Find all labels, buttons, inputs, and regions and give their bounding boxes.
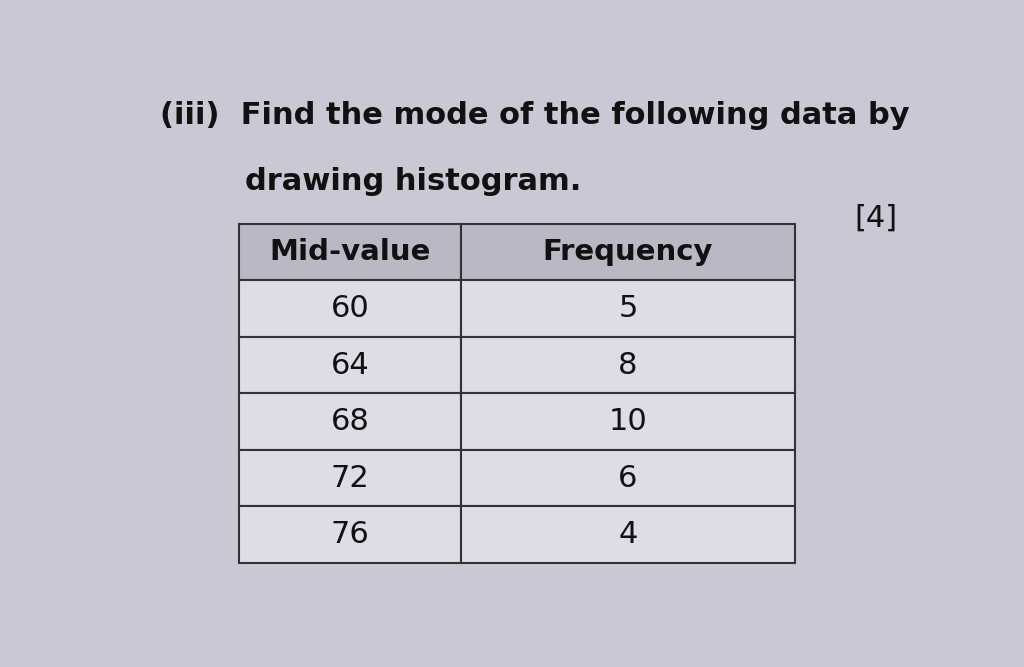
- Bar: [461, 394, 795, 450]
- Text: 5: 5: [618, 294, 638, 323]
- Text: drawing histogram.: drawing histogram.: [160, 167, 581, 196]
- Text: 64: 64: [331, 351, 370, 380]
- Bar: [461, 506, 795, 563]
- Text: (iii)  Find the mode of the following data by: (iii) Find the mode of the following dat…: [160, 101, 909, 129]
- Bar: [240, 506, 461, 563]
- Bar: [461, 337, 795, 394]
- Bar: [461, 280, 795, 337]
- Bar: [461, 224, 795, 280]
- Text: Mid-value: Mid-value: [269, 238, 431, 266]
- Text: 72: 72: [331, 464, 370, 492]
- Text: 4: 4: [618, 520, 638, 549]
- Bar: [240, 394, 461, 450]
- Bar: [240, 450, 461, 506]
- Text: 60: 60: [331, 294, 370, 323]
- Bar: [240, 280, 461, 337]
- Bar: [240, 224, 461, 280]
- Bar: [461, 450, 795, 506]
- Text: Frequency: Frequency: [543, 238, 714, 266]
- Bar: [240, 337, 461, 394]
- Text: 68: 68: [331, 407, 370, 436]
- Text: 76: 76: [331, 520, 370, 549]
- Text: [4]: [4]: [855, 203, 898, 232]
- Text: 6: 6: [618, 464, 638, 492]
- Text: 8: 8: [618, 351, 638, 380]
- Text: 10: 10: [608, 407, 647, 436]
